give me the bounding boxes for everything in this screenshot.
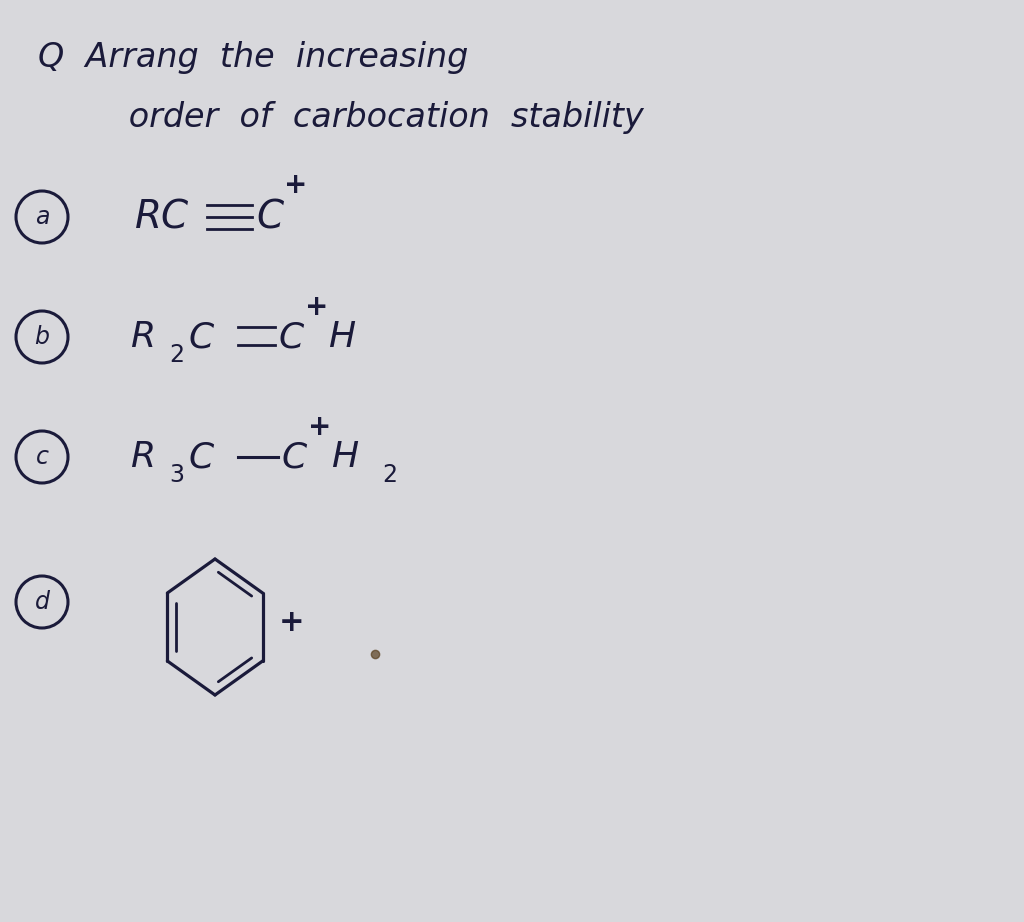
Text: 3: 3: [169, 463, 184, 487]
Text: H: H: [328, 320, 355, 354]
Text: +: +: [305, 293, 329, 321]
Text: C: C: [188, 440, 213, 474]
Text: C: C: [278, 320, 303, 354]
Text: +: +: [285, 171, 307, 199]
Text: 2: 2: [169, 343, 184, 367]
Text: order  of  carbocation  stability: order of carbocation stability: [65, 100, 644, 134]
Text: +: +: [308, 413, 332, 441]
Text: C: C: [188, 320, 213, 354]
Text: R: R: [130, 440, 155, 474]
Text: R: R: [130, 320, 155, 354]
Text: +: +: [280, 608, 305, 636]
Text: 2: 2: [382, 463, 397, 487]
Text: b: b: [35, 325, 49, 349]
Text: c: c: [36, 445, 48, 469]
Text: C: C: [256, 198, 283, 236]
Text: d: d: [35, 590, 49, 614]
Text: H: H: [331, 440, 358, 474]
Text: C: C: [281, 440, 306, 474]
Text: RC: RC: [135, 198, 189, 236]
Text: Q  Arrang  the  increasing: Q Arrang the increasing: [38, 41, 468, 74]
Text: a: a: [35, 205, 49, 229]
